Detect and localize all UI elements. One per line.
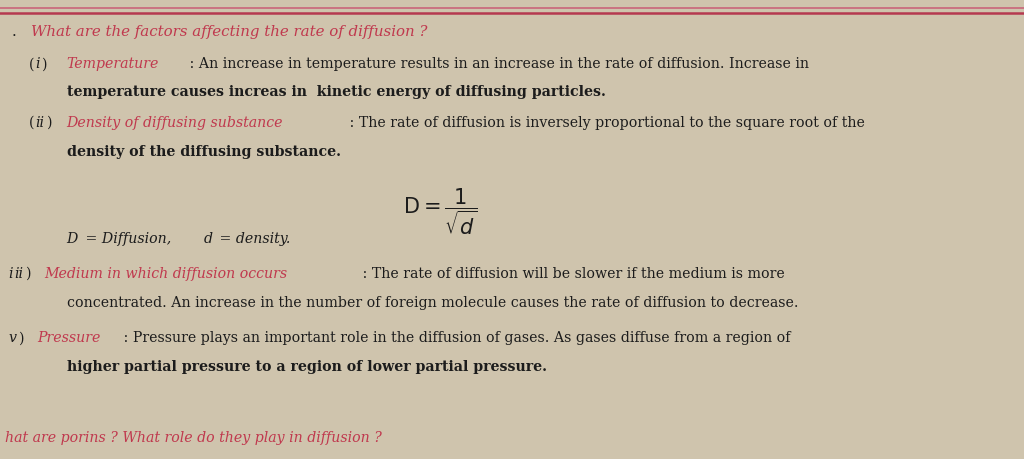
Text: ): ) [26, 267, 40, 281]
Text: (: ( [29, 116, 34, 130]
Text: : An increase in temperature results in an increase in the rate of diffusion. In: : An increase in temperature results in … [185, 57, 809, 72]
Text: higher partial pressure to a region of lower partial pressure.: higher partial pressure to a region of l… [67, 360, 547, 375]
Text: Medium in which diffusion occurs: Medium in which diffusion occurs [44, 267, 288, 281]
Text: : The rate of diffusion will be slower if the medium is more: : The rate of diffusion will be slower i… [358, 267, 784, 281]
Text: ii: ii [14, 267, 23, 281]
Text: ): ) [18, 331, 33, 346]
Text: = density.: = density. [215, 232, 291, 246]
Text: ): ) [42, 57, 60, 72]
Text: i: i [36, 57, 40, 72]
Text: What are the factors affecting the rate of diffusion ?: What are the factors affecting the rate … [31, 25, 427, 39]
Text: concentrated. An increase in the number of foreign molecule causes the rate of d: concentrated. An increase in the number … [67, 296, 798, 310]
Text: : The rate of diffusion is inversely proportional to the square root of the: : The rate of diffusion is inversely pro… [345, 116, 865, 130]
Text: Temperature: Temperature [67, 57, 159, 72]
Text: $\mathrm{D} = \dfrac{1}{\sqrt{d}}$: $\mathrm{D} = \dfrac{1}{\sqrt{d}}$ [403, 186, 477, 237]
Text: v: v [8, 331, 16, 346]
Text: i: i [8, 267, 12, 281]
Text: D: D [67, 232, 78, 246]
Text: ): ) [47, 116, 61, 130]
Text: Density of diffusing substance: Density of diffusing substance [67, 116, 283, 130]
Text: hat are porins ? What role do they play in diffusion ?: hat are porins ? What role do they play … [5, 431, 382, 445]
Text: temperature causes increas in  kinetic energy of diffusing particles.: temperature causes increas in kinetic en… [67, 85, 605, 99]
Text: density of the diffusing substance.: density of the diffusing substance. [67, 145, 341, 159]
Text: d: d [204, 232, 213, 246]
Text: Pressure: Pressure [37, 331, 100, 346]
Text: ii: ii [36, 116, 45, 130]
Text: : Pressure plays an important role in the diffusion of gases. As gases diffuse f: : Pressure plays an important role in th… [119, 331, 791, 346]
Text: (: ( [29, 57, 34, 72]
Text: .: . [12, 25, 27, 39]
Text: = Diffusion,: = Diffusion, [81, 232, 176, 246]
